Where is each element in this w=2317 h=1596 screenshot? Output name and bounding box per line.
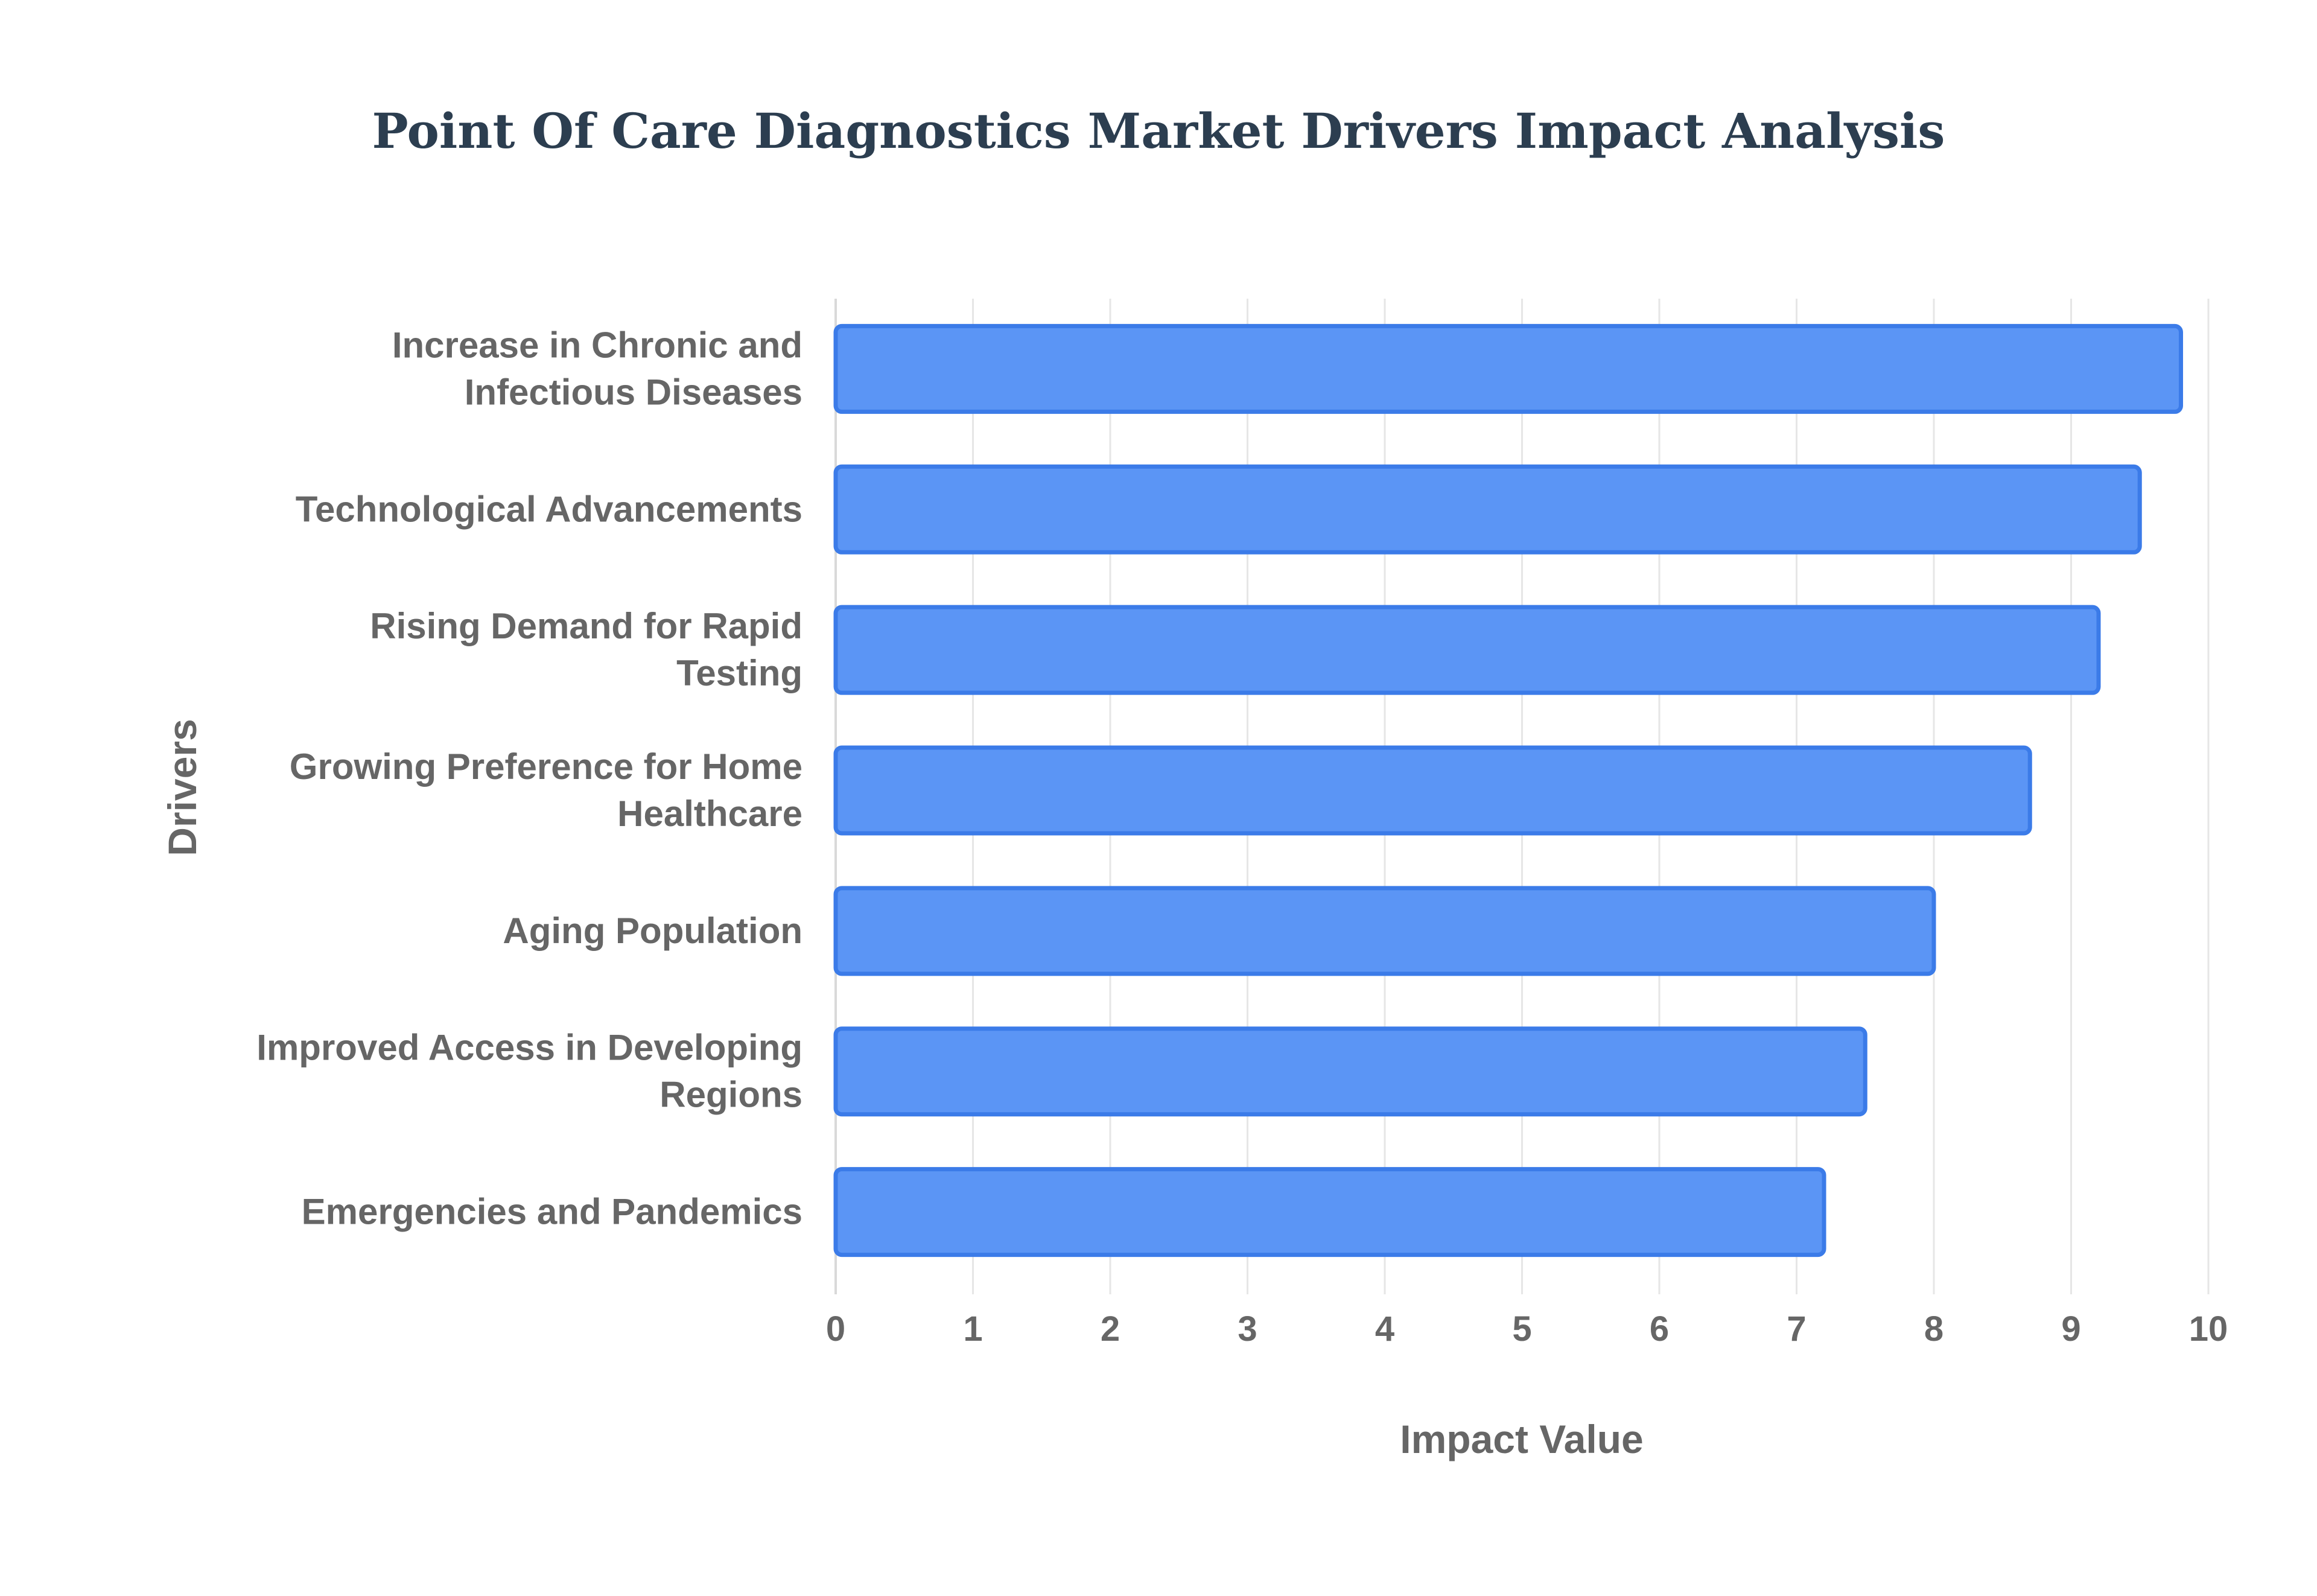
bar [833, 1167, 1826, 1257]
category-label: Emergencies and Pandemics [302, 1192, 803, 1232]
category-label-line: Regions [660, 1075, 803, 1115]
bar [833, 464, 2142, 555]
x-tick-label: 7 [1787, 1309, 1806, 1349]
x-tick-label: 3 [1238, 1309, 1257, 1349]
bar [833, 605, 2101, 695]
x-axis-title: Impact Value [1400, 1417, 1644, 1461]
category-label: Technological Advancements [296, 489, 803, 529]
bar [833, 745, 2032, 836]
category-label-line: Growing Preference for Home [290, 746, 803, 787]
category-labels: Increase in Chronic and Infectious Diseas… [256, 325, 803, 1232]
x-tick-label: 0 [826, 1309, 845, 1349]
x-tick-label: 9 [2061, 1309, 2080, 1349]
x-tick-labels: 0 1 2 3 4 5 6 7 8 9 10 [826, 1309, 2228, 1349]
category-label: Rising Demand for Rapid Testing [370, 606, 803, 693]
bar [833, 323, 2183, 414]
x-tick-label: 2 [1101, 1309, 1120, 1349]
category-label: Improved Access in Developing Regions [256, 1028, 803, 1115]
chart-title: Point Of Care Diagnostics Market Drivers… [372, 103, 1945, 159]
x-tick-label: 5 [1512, 1309, 1531, 1349]
category-label: Aging Population [503, 911, 803, 951]
category-label-line: Technological Advancements [296, 489, 803, 529]
category-label: Increase in Chronic and Infectious Diseas… [392, 325, 803, 412]
bars [833, 323, 2183, 1257]
x-tick-label: 6 [1650, 1309, 1669, 1349]
category-label-line: Aging Population [503, 911, 803, 951]
x-tick-label: 1 [963, 1309, 982, 1349]
y-axis-title: Drivers [160, 719, 205, 856]
category-label: Growing Preference for Home Healthcare [290, 746, 803, 834]
bar [833, 1026, 1867, 1117]
bar [833, 886, 1936, 976]
category-label-line: Infectious Diseases [465, 372, 803, 412]
category-label-line: Increase in Chronic and [392, 325, 803, 365]
x-tick-label: 4 [1375, 1309, 1394, 1349]
category-label-line: Rising Demand for Rapid [370, 606, 803, 646]
category-label-line: Improved Access in Developing [256, 1028, 803, 1068]
x-tick-label: 10 [2189, 1309, 2228, 1349]
category-label-line: Healthcare [617, 793, 803, 834]
category-label-line: Testing [676, 653, 803, 693]
category-label-line: Emergencies and Pandemics [302, 1192, 803, 1232]
x-tick-label: 8 [1924, 1309, 1944, 1349]
